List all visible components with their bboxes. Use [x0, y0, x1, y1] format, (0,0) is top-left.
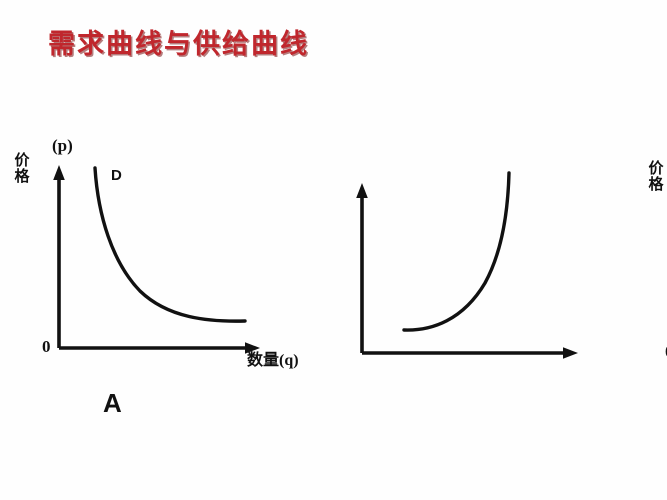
demand-curve-path-a	[93, 166, 247, 323]
y-axis-b	[356, 183, 368, 353]
y-axis-label-b: 价格	[648, 161, 664, 193]
y-axis-a	[53, 165, 65, 348]
x-axis-a	[59, 342, 260, 354]
x-axis-label-a: 数量(q)	[247, 352, 299, 369]
origin-label-b: 0	[665, 342, 667, 362]
figure-panel-b: 价格 (p) 0 数量(q) D B	[320, 0, 667, 500]
figure-panel-a: 价格 (p) 0 数量(q) D A	[14, 136, 299, 418]
curve-label-a: D	[111, 167, 122, 184]
x-axis-b	[362, 347, 578, 359]
supply-curve-diagram	[356, 171, 578, 359]
demand-curve-diagram	[53, 165, 260, 354]
y-axis-unit-a: (p)	[52, 136, 73, 155]
y-axis-label-a: 价格	[14, 153, 30, 185]
origin-label-a: 0	[42, 337, 51, 356]
page-title: 需求曲线与供给曲线	[48, 29, 309, 59]
supply-curve-path-b	[402, 171, 511, 332]
figure-caption-a: A	[103, 388, 122, 418]
